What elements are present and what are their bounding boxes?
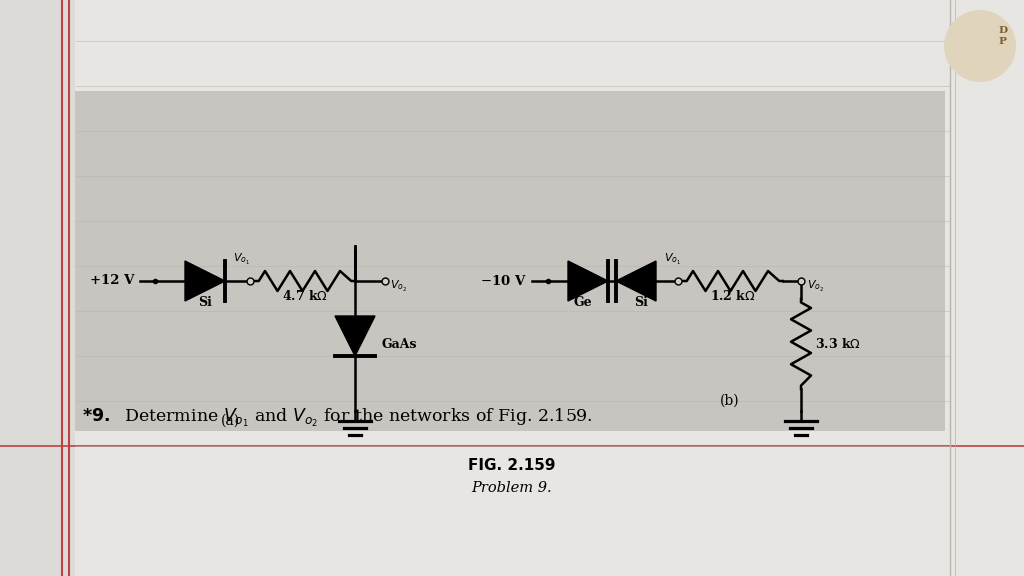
Text: Problem 9.: Problem 9. (472, 481, 552, 495)
Text: 1.2 k$\Omega$: 1.2 k$\Omega$ (711, 289, 756, 303)
Text: GaAs: GaAs (381, 338, 417, 351)
Text: +12 V: +12 V (90, 275, 134, 287)
Text: (a): (a) (220, 414, 240, 428)
Polygon shape (616, 261, 656, 301)
Text: (b): (b) (720, 394, 739, 408)
Text: $V_{o_2}$: $V_{o_2}$ (807, 278, 824, 294)
Text: $V_{o_1}$: $V_{o_1}$ (665, 252, 682, 267)
Text: FIG. 2.159: FIG. 2.159 (468, 458, 556, 473)
Text: 3.3 k$\Omega$: 3.3 k$\Omega$ (815, 337, 861, 351)
FancyBboxPatch shape (0, 0, 75, 576)
Polygon shape (335, 316, 375, 356)
Text: $-$10 V: $-$10 V (480, 274, 526, 288)
FancyBboxPatch shape (75, 91, 945, 431)
Text: D
P: D P (998, 26, 1008, 46)
Text: Si: Si (634, 296, 648, 309)
Text: $V_{o_2}$: $V_{o_2}$ (390, 278, 408, 294)
Text: 4.7 k$\Omega$: 4.7 k$\Omega$ (282, 289, 328, 303)
Polygon shape (185, 261, 225, 301)
Text: $V_{o_1}$: $V_{o_1}$ (233, 252, 251, 267)
Polygon shape (568, 261, 608, 301)
Text: Ge: Ge (573, 296, 592, 309)
Text: $\mathbf{*9.}$  Determine $V_{o_1}$ and $V_{o_2}$ for the networks of Fig. 2.159: $\mathbf{*9.}$ Determine $V_{o_1}$ and $… (82, 407, 593, 429)
Text: Si: Si (198, 296, 212, 309)
Circle shape (945, 11, 1015, 81)
